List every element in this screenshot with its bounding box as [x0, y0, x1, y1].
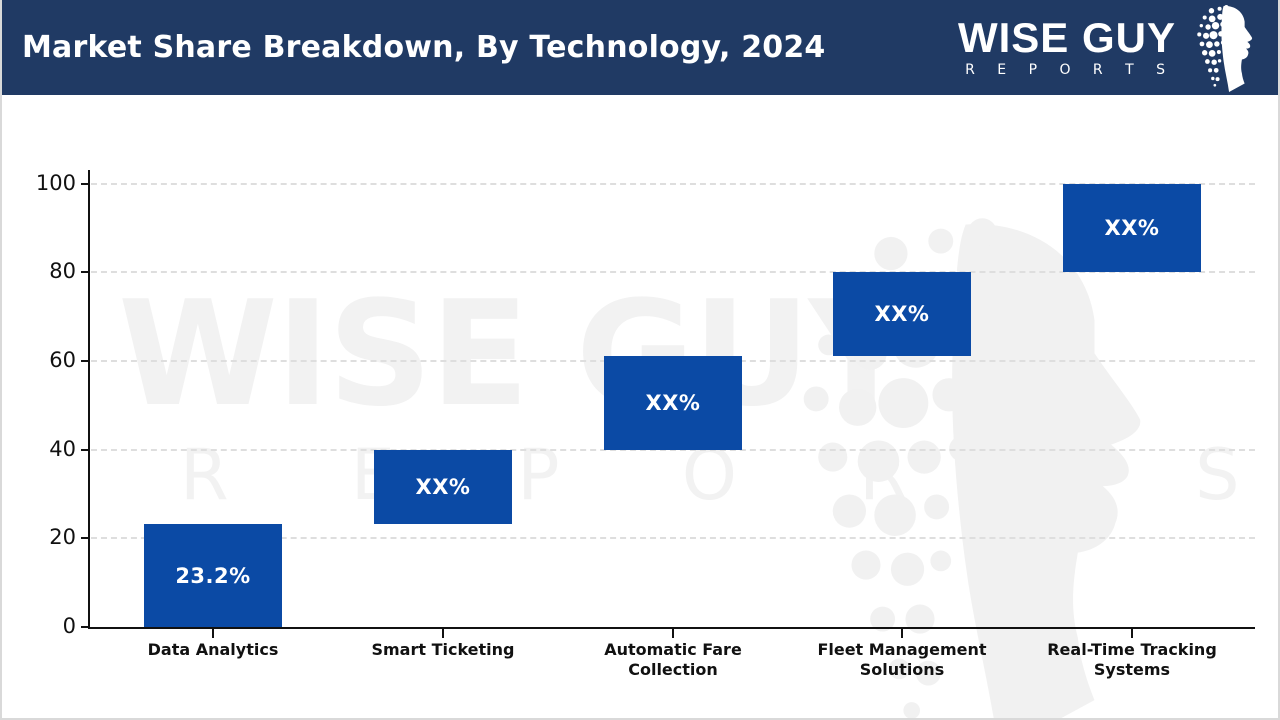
x-category-label: Real-Time Tracking Systems: [1047, 640, 1217, 680]
y-tick-label: 100: [35, 170, 76, 195]
page-title: Market Share Breakdown, By Technology, 2…: [22, 30, 826, 65]
y-axis-line: [88, 170, 90, 629]
y-tick-label: 40: [49, 436, 76, 461]
brand-face-icon: [1197, 5, 1253, 92]
y-tick-mark: [81, 182, 90, 185]
brand-subname: R E P O R T S: [965, 62, 1174, 78]
y-tick-label: 80: [49, 259, 76, 284]
x-tick-mark: [901, 629, 903, 638]
x-category-label: Smart Ticketing: [371, 640, 515, 659]
bar-value-label: XX%: [645, 391, 701, 416]
bar: XX%: [833, 272, 971, 357]
x-axis-line: [88, 627, 1255, 629]
gridline: [91, 271, 1255, 274]
y-tick-label: 0: [62, 614, 76, 638]
bar: XX%: [374, 449, 512, 525]
y-tick-mark: [81, 448, 90, 451]
gridline: [91, 182, 1255, 185]
brand-name: WISE GUY: [957, 14, 1176, 61]
bar-value-label: XX%: [415, 474, 471, 499]
x-category-label: Automatic Fare Collection: [604, 640, 742, 680]
gridline: [91, 448, 1255, 451]
bar: XX%: [1063, 183, 1201, 273]
x-tick-mark: [212, 629, 214, 638]
y-tick-label: 60: [49, 347, 76, 372]
y-tick-mark: [81, 271, 90, 274]
bar: XX%: [604, 356, 742, 450]
bar-value-label: XX%: [1104, 215, 1160, 240]
brand-logo: WISE GUY R E P O R T S: [958, 0, 1268, 95]
x-tick-mark: [1131, 629, 1133, 638]
x-category-label: Data Analytics: [147, 640, 279, 659]
x-tick-mark: [672, 629, 674, 638]
gridline: [91, 537, 1255, 540]
y-tick-mark: [81, 359, 90, 362]
x-tick-mark: [442, 629, 444, 638]
header-bar: Market Share Breakdown, By Technology, 2…: [2, 0, 1278, 95]
y-tick-label: 20: [49, 525, 76, 550]
bar-value-label: XX%: [874, 302, 930, 327]
x-category-label: Fleet Management Solutions: [817, 640, 987, 680]
bar: 23.2%: [144, 524, 282, 627]
bar-value-label: 23.2%: [175, 563, 251, 588]
watermark-text: WISE GUY: [118, 270, 914, 439]
y-tick-mark: [81, 537, 90, 540]
y-tick-mark: [81, 626, 90, 628]
